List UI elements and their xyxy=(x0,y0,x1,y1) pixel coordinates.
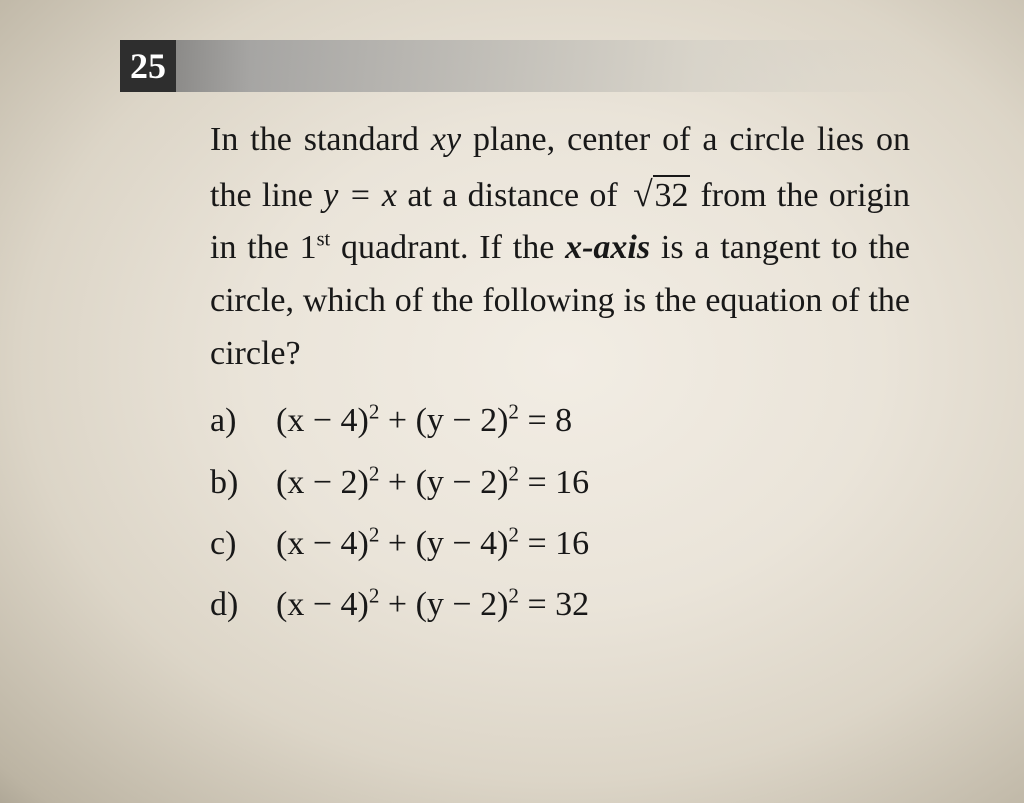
line-equation: y = x xyxy=(323,177,397,214)
option-equation: (x − 4)2 + (y − 2)2 = 32 xyxy=(276,574,589,635)
question-number-row: 25 xyxy=(120,40,920,92)
question-block: 25 In the standard xy plane, center of a… xyxy=(120,40,920,635)
ordinal-number: 1 xyxy=(300,229,317,266)
option-letter: c) xyxy=(210,513,252,574)
question-stem: In the standard xy plane, center of a ci… xyxy=(210,114,910,380)
option-c: c) (x − 4)2 + (y − 4)2 = 16 xyxy=(210,513,920,574)
option-d: d) (x − 4)2 + (y − 2)2 = 32 xyxy=(210,574,920,635)
option-letter: b) xyxy=(210,452,252,513)
stem-text-3: at a distance of xyxy=(397,177,628,214)
option-a: a) (x − 4)2 + (y − 2)2 = 8 xyxy=(210,390,920,451)
option-b: b) (x − 2)2 + (y − 2)2 = 16 xyxy=(210,452,920,513)
stem-text-1: In the standard xyxy=(210,121,431,158)
x-axis-text: x-axis xyxy=(565,229,650,266)
option-letter: a) xyxy=(210,390,252,451)
option-equation: (x − 4)2 + (y − 4)2 = 16 xyxy=(276,513,589,574)
option-equation: (x − 2)2 + (y − 2)2 = 16 xyxy=(276,452,589,513)
option-equation: (x − 4)2 + (y − 2)2 = 8 xyxy=(276,390,572,451)
question-number-box: 25 xyxy=(120,40,176,92)
sqrt-radicand: 32 xyxy=(653,175,690,214)
answer-options: a) (x − 4)2 + (y − 2)2 = 8 b) (x − 2)2 +… xyxy=(210,390,920,635)
question-number-bar xyxy=(176,40,920,92)
question-number: 25 xyxy=(130,48,166,84)
ordinal-suffix: st xyxy=(317,229,331,251)
xy-variable: xy xyxy=(431,121,461,158)
option-letter: d) xyxy=(210,574,252,635)
sqrt-expression: 32 xyxy=(628,167,690,223)
stem-text-5: quadrant. If the xyxy=(330,229,565,266)
